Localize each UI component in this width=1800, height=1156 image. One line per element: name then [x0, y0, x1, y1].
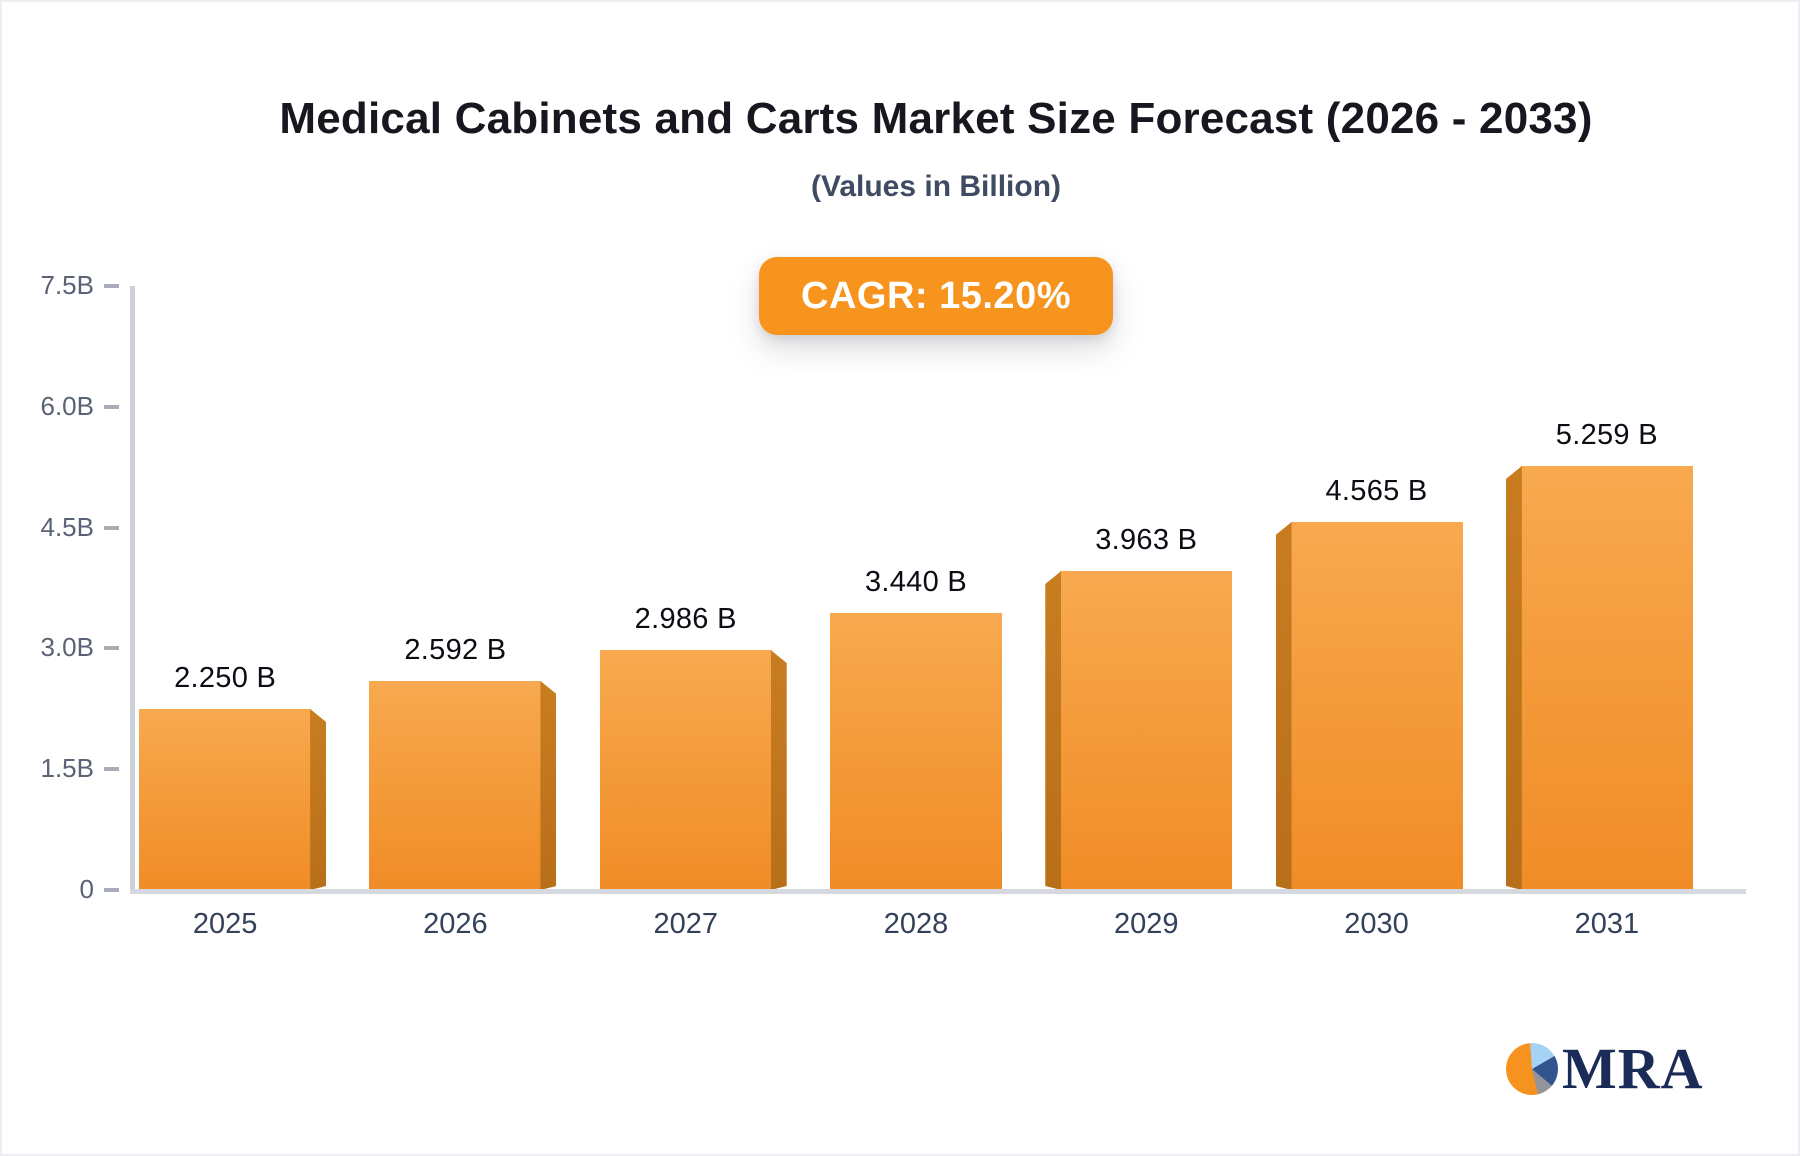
y-tick-dash [104, 404, 119, 409]
y-tick-dash [104, 646, 119, 651]
bar-2027 [599, 650, 772, 890]
x-tick-label-2026: 2026 [423, 908, 488, 940]
bar-face [1060, 571, 1233, 890]
x-tick-label-2030: 2030 [1344, 908, 1409, 940]
bar-value-label: 5.259 B [1555, 419, 1658, 451]
page-title: Medical Cabinets and Carts Market Size F… [279, 94, 1593, 143]
y-tick-label: 0 [79, 874, 94, 904]
bar-2029 [1060, 571, 1233, 890]
bar-side-3d [1506, 466, 1522, 890]
bar-side-3d [1276, 522, 1292, 890]
cagr-badge: CAGR: 15.20% [759, 257, 1113, 335]
bar-side-3d [1045, 571, 1061, 890]
bar-column-2025: 2.250 B [110, 286, 340, 890]
bar-column-2026: 2.592 B [340, 286, 570, 890]
bar-column-2027: 2.986 B [571, 286, 801, 890]
bar-face [369, 681, 542, 890]
bar-2025 [139, 709, 311, 890]
bar-value-label: 4.565 B [1325, 475, 1428, 507]
bar-face [1520, 466, 1693, 890]
bar-face [829, 613, 1002, 890]
bar-value-label: 2.986 B [634, 603, 737, 635]
y-tick-dash [104, 767, 119, 772]
y-tick-dash [104, 888, 119, 892]
x-tick-label-2028: 2028 [883, 908, 949, 940]
plot-area: 2.250 B 2.592 B 2.986 B 3.440 B 3.963 B 4.565… [41, 270, 1746, 940]
bar-column-2029: 3.963 B [1031, 286, 1261, 890]
bar-side-3d [771, 650, 787, 890]
brand-logo: MRA [1506, 1040, 1704, 1098]
bar-column-2031: 5.259 B [1492, 286, 1722, 890]
bar-value-label: 2.592 B [404, 634, 507, 666]
x-axis-labels: 2025 2026 2027 2028 2029 2030 2031 [110, 908, 1722, 941]
bar-2031 [1521, 466, 1693, 890]
bar-face [1290, 522, 1463, 890]
bar-side-3d [310, 709, 326, 890]
bars-row: 2.250 B 2.592 B 2.986 B 3.440 B 3.963 B 4.565… [110, 286, 1722, 890]
bar-side-3d [540, 681, 556, 890]
y-axis-line [130, 286, 135, 890]
bar-value-label: 2.250 B [174, 662, 277, 694]
logo-text: MRA [1562, 1036, 1704, 1101]
bar-value-label: 3.440 B [864, 566, 968, 598]
y-tick-label: 3.0B [40, 632, 95, 663]
page-subtitle: (Values in Billion) [810, 170, 1062, 203]
bar-face [139, 709, 312, 890]
y-tick-label: 7.5B [40, 270, 95, 300]
pie-chart-logo-icon [1506, 1043, 1558, 1095]
bar-2028 [829, 613, 1002, 890]
x-tick-label-2029: 2029 [1114, 908, 1179, 940]
x-tick-label-2031: 2031 [1574, 908, 1640, 940]
x-tick-label-2025: 2025 [192, 908, 258, 940]
bar-value-label: 3.963 B [1095, 524, 1198, 556]
y-tick-dash [104, 525, 119, 530]
y-tick-dash [104, 284, 119, 288]
y-tick-label: 1.5B [40, 753, 95, 784]
y-tick-label: 6.0B [40, 390, 95, 421]
x-tick-label-2027: 2027 [653, 908, 718, 940]
bar-face [599, 650, 772, 890]
y-tick-label: 4.5B [40, 511, 95, 542]
bar-column-2030: 4.565 B [1261, 286, 1491, 890]
bar-column-2028: 3.440 B [801, 286, 1031, 890]
bar-2030 [1291, 522, 1463, 890]
bar-2026 [369, 681, 541, 890]
x-axis-baseline [130, 889, 1746, 894]
